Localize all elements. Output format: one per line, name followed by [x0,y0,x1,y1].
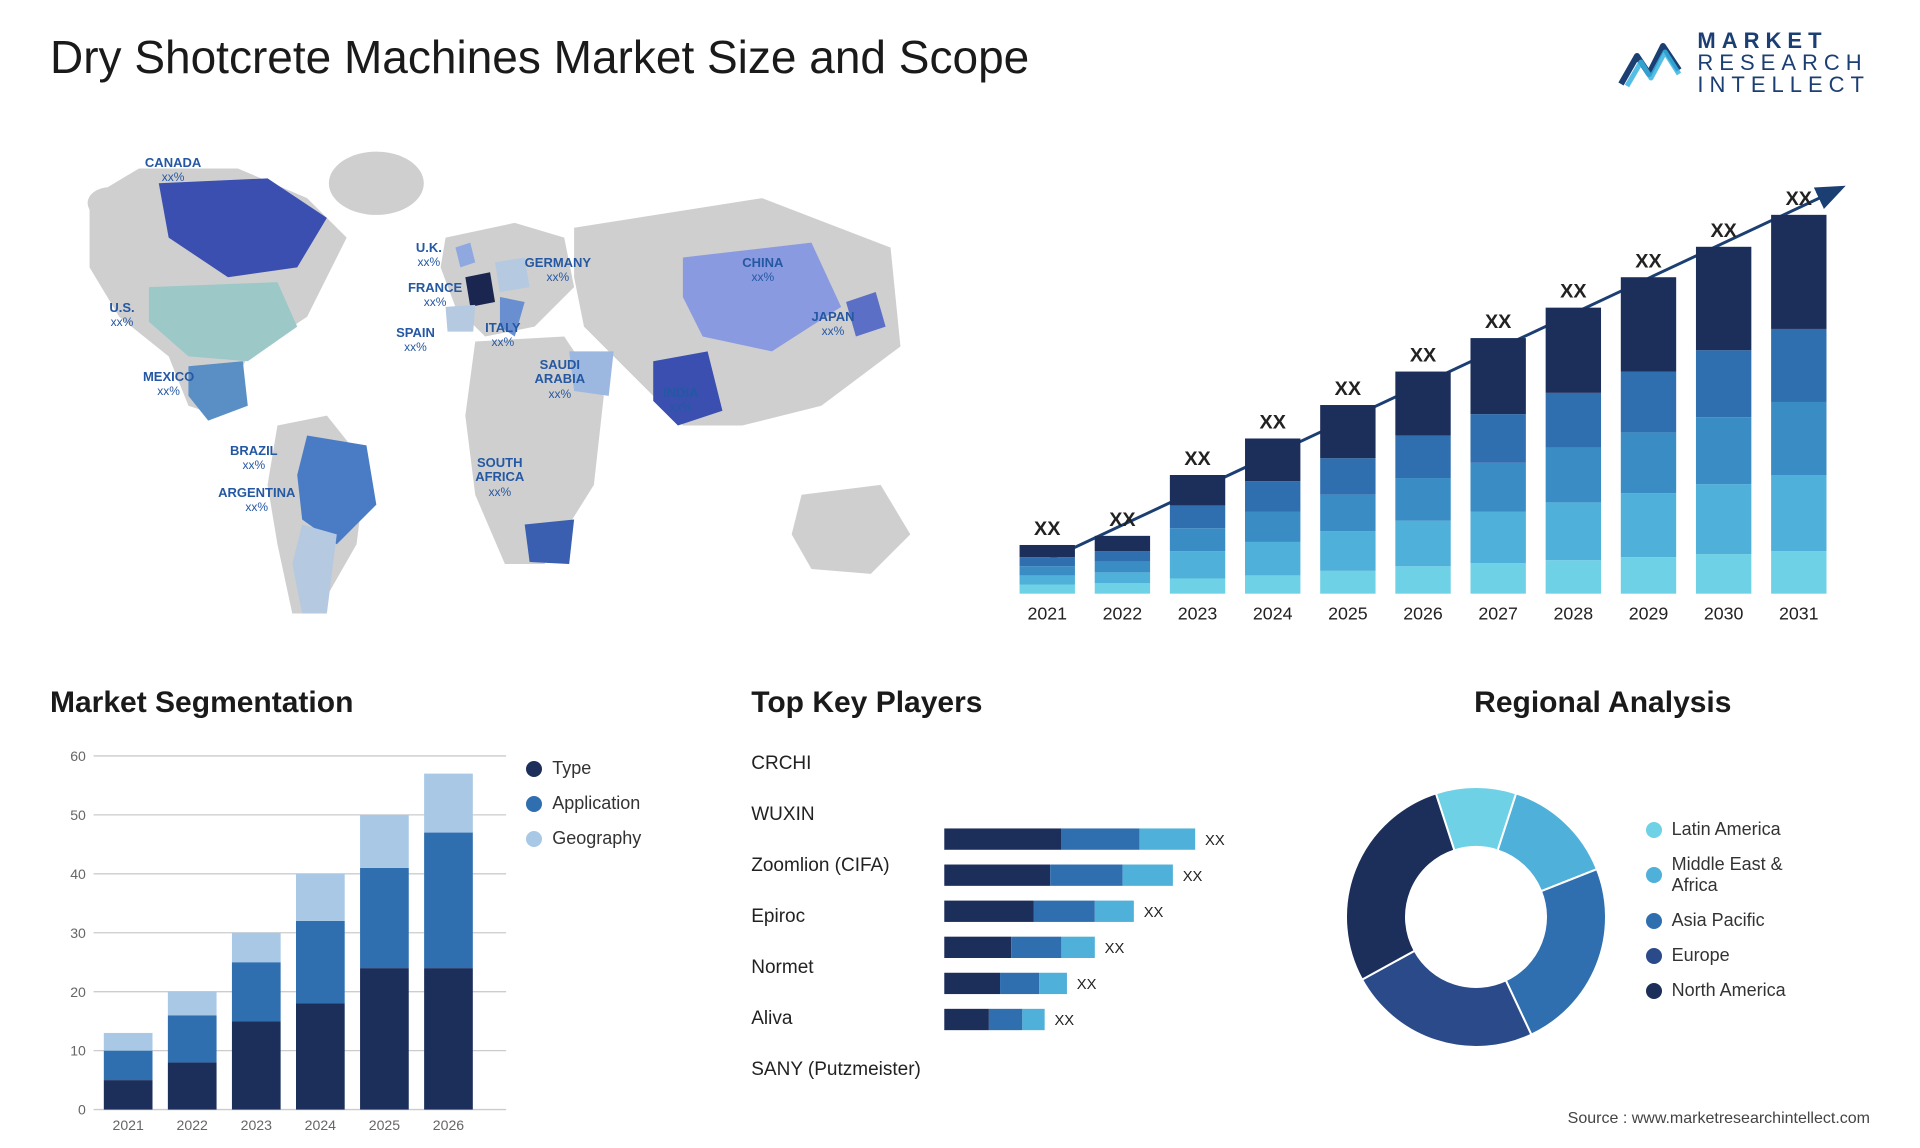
player-label: Normet [751,957,941,979]
svg-text:XX: XX [1105,941,1125,957]
regional-title: Regional Analysis [1336,686,1870,720]
world-map-panel: CANADAxx% U.S.xx% MEXICOxx% BRAZILxx% ARGENT… [50,126,940,646]
svg-text:2023: 2023 [241,1117,272,1133]
svg-text:2022: 2022 [1103,603,1143,623]
svg-text:2028: 2028 [1554,603,1594,623]
seg-legend-application: Application [526,793,701,814]
svg-text:XX: XX [1410,345,1437,367]
regional-panel: Regional Analysis Latin America Middle Ea… [1336,686,1870,1096]
player-label: Zoomlion (CIFA) [751,855,941,877]
map-label-canada: CANADAxx% [145,156,201,185]
map-label-south-africa: SOUTHAFRICAxx% [475,456,524,499]
svg-text:20: 20 [70,984,86,1000]
map-label-france: FRANCExx% [408,281,462,310]
svg-text:XX: XX [1560,281,1587,303]
svg-text:2031: 2031 [1779,603,1819,623]
player-label: CRCHI [751,753,941,775]
region-legend-item: North America [1646,980,1870,1001]
players-chart: XX XX XX XX XX XX [941,738,1285,1096]
svg-text:XX: XX [1786,188,1813,210]
map-label-brazil: BRAZILxx% [230,444,278,473]
player-label: Epiroc [751,906,941,928]
logo-icon [1617,36,1687,90]
segmentation-chart: 0 10 20 30 40 50 60 2021 2022 2023 2024 2025 2026 [50,738,511,1148]
seg-legend-geography: Geography [526,828,701,849]
svg-text:XX: XX [1183,869,1203,885]
map-label-mexico: MEXICOxx% [143,370,194,399]
svg-text:2030: 2030 [1704,603,1744,623]
source-text: Source : www.marketresearchintellect.com [1568,1110,1870,1128]
svg-text:2022: 2022 [177,1117,208,1133]
svg-text:XX: XX [1485,311,1512,333]
svg-text:30: 30 [70,925,86,941]
svg-text:XX: XX [1144,905,1164,921]
svg-text:2024: 2024 [305,1117,336,1133]
player-label: Aliva [751,1008,941,1030]
region-legend-item: Europe [1646,945,1870,966]
players-title: Top Key Players [751,686,1285,720]
map-label-argentina: ARGENTINAxx% [218,486,295,515]
svg-text:2027: 2027 [1478,603,1518,623]
regional-legend: Latin America Middle East &Africa Asia Pac… [1616,819,1870,1015]
svg-text:2026: 2026 [433,1117,464,1133]
player-label: WUXIN [751,804,941,826]
growth-chart-panel: XX 2021 XX 2022 XX 2023 XX 2024 XX 2025 XX 2026 XX 20… [980,126,1870,646]
map-label-japan: JAPANxx% [811,310,854,339]
players-panel: Top Key Players CRCHI WUXIN Zoomlion (CIFA… [751,686,1285,1096]
map-label-india: INDIAxx% [663,386,698,415]
players-labels: CRCHI WUXIN Zoomlion (CIFA) Epiroc Normet Ali… [751,738,941,1096]
map-label-u-s-: U.S.xx% [109,301,134,330]
map-label-spain: SPAINxx% [396,326,435,355]
svg-text:XX: XX [1055,1013,1075,1029]
brand-logo: MARKET RESEARCH INTELLECT [1617,30,1870,96]
svg-text:XX: XX [1710,220,1737,242]
svg-text:0: 0 [78,1102,86,1118]
svg-text:2025: 2025 [369,1117,400,1133]
map-label-saudi-arabia: SAUDIARABIAxx% [535,358,586,401]
svg-text:XX: XX [1034,518,1061,540]
svg-text:60: 60 [70,748,86,764]
svg-text:XX: XX [1635,250,1662,272]
svg-text:2021: 2021 [112,1117,143,1133]
svg-text:XX: XX [1184,448,1211,470]
svg-text:2024: 2024 [1253,603,1293,623]
logo-line1: MARKET [1697,30,1870,52]
map-label-germany: GERMANYxx% [525,256,591,285]
svg-text:XX: XX [1077,977,1097,993]
map-label-u-k-: U.K.xx% [416,241,442,270]
region-legend-item: Middle East &Africa [1646,854,1870,896]
svg-text:10: 10 [70,1043,86,1059]
regional-donut [1336,777,1616,1057]
svg-text:40: 40 [70,866,86,882]
svg-text:2029: 2029 [1629,603,1669,623]
svg-text:2026: 2026 [1403,603,1443,623]
map-label-china: CHINAxx% [742,256,783,285]
map-label-italy: ITALYxx% [485,321,520,350]
region-legend-item: Asia Pacific [1646,910,1870,931]
seg-legend-type: Type [526,758,701,779]
player-label: SANY (Putzmeister) [751,1059,941,1081]
segmentation-panel: Market Segmentation 01020304050602021202… [50,686,701,1096]
segmentation-title: Market Segmentation [50,686,701,720]
svg-text:50: 50 [70,807,86,823]
svg-text:2021: 2021 [1027,603,1067,623]
segmentation-legend: Type Application Geography [511,738,701,1148]
region-legend-item: Latin America [1646,819,1870,840]
page-title: Dry Shotcrete Machines Market Size and S… [50,30,1029,84]
svg-text:2023: 2023 [1178,603,1218,623]
svg-text:XX: XX [1335,378,1362,400]
svg-text:XX: XX [1260,412,1287,434]
svg-text:2025: 2025 [1328,603,1368,623]
logo-line2: RESEARCH [1697,52,1870,74]
svg-text:XX: XX [1205,833,1225,849]
logo-line3: INTELLECT [1697,74,1870,96]
growth-chart: XX 2021 XX 2022 XX 2023 XX 2024 XX 2025 XX 2026 XX 20… [980,126,1870,646]
svg-text:XX: XX [1109,509,1136,531]
